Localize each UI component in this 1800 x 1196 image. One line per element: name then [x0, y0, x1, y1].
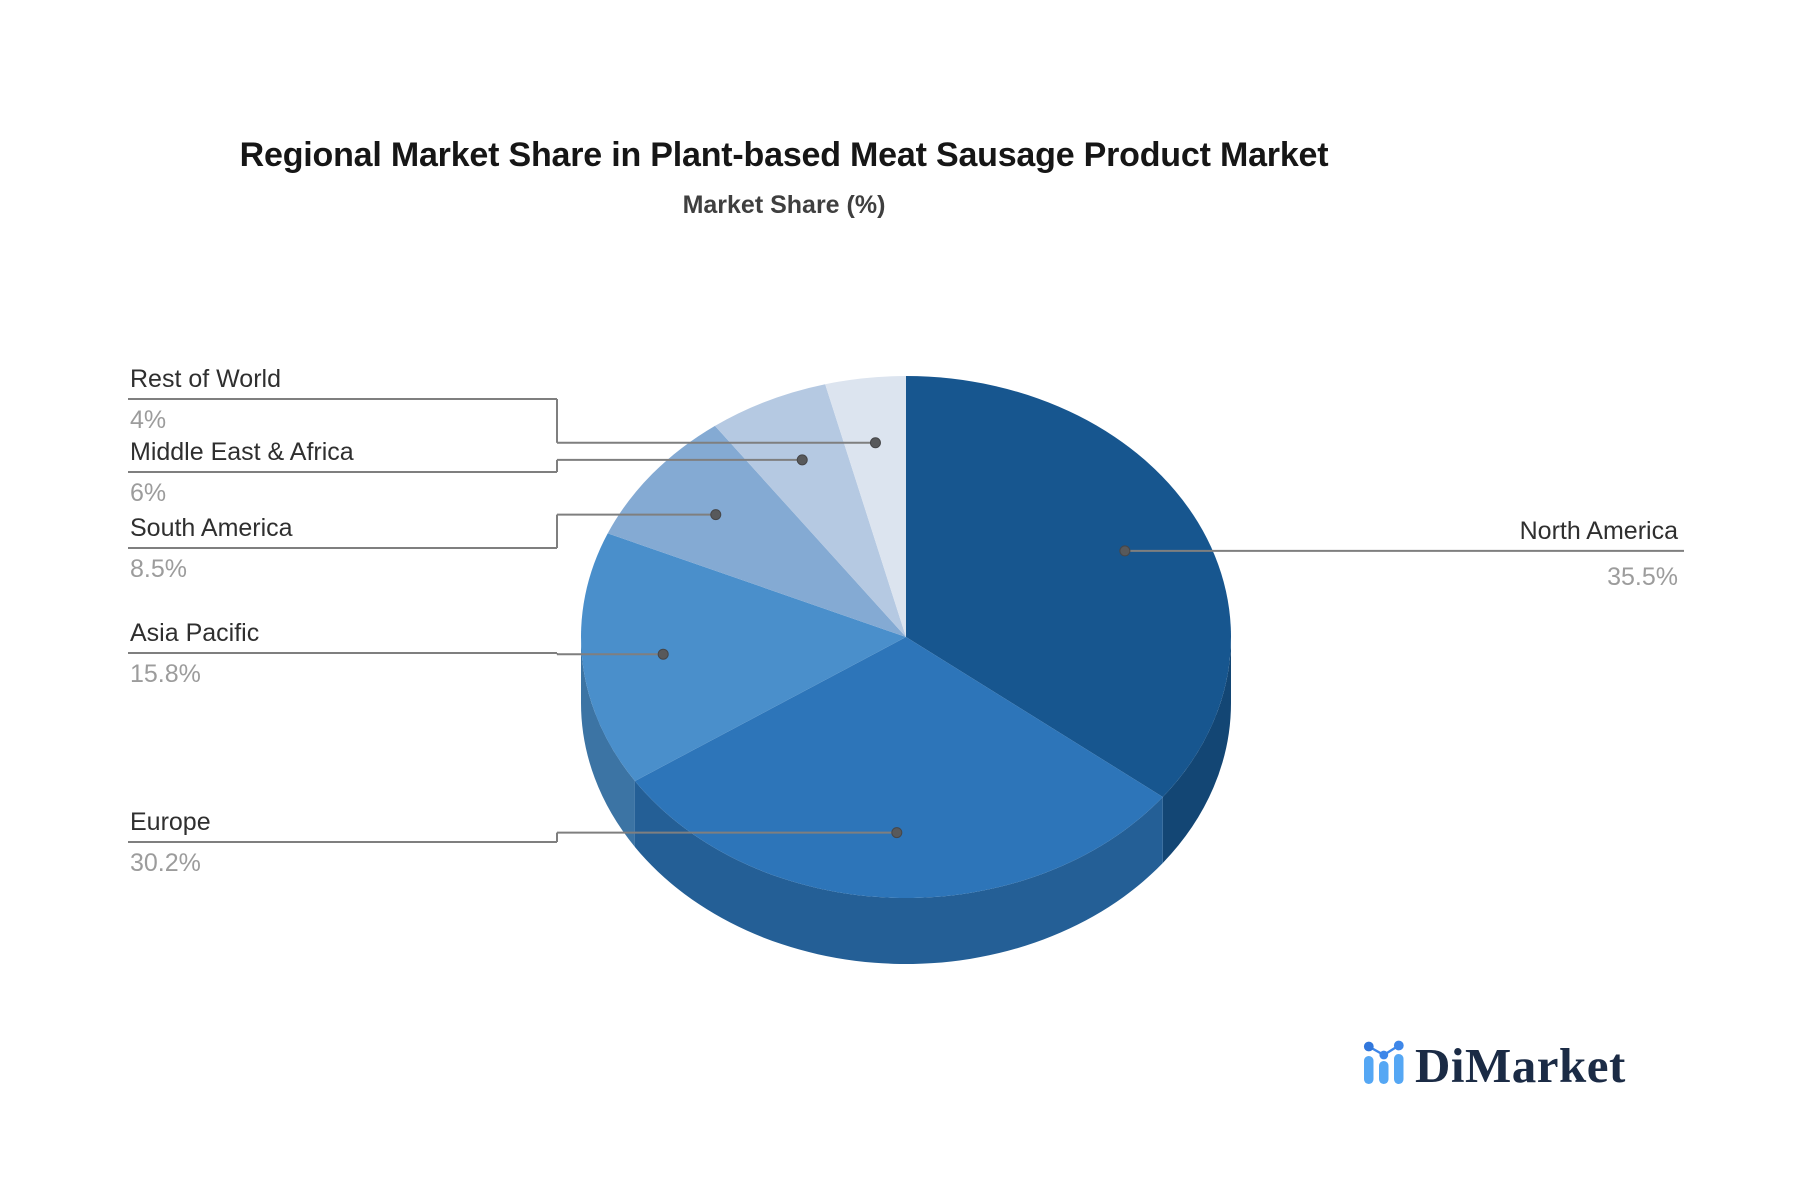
south-america-slice [607, 425, 906, 637]
slice-value-europe: 30.2% [130, 849, 201, 877]
slice-value-asia-pacific: 15.8% [130, 660, 201, 688]
asia-pacific-slice [581, 533, 906, 781]
rest-of-world-slice [825, 376, 906, 637]
slice-value-rest-of-world: 4% [130, 406, 167, 434]
slice-value-south-america: 8.5% [130, 555, 187, 583]
slice-value-middle-east-africa: 6% [130, 479, 167, 507]
asia-pacific-leader-dot [657, 648, 669, 660]
slice-label-europe: Europe [130, 808, 211, 836]
middle-east-africa-leader-dot [796, 454, 808, 466]
dimarket-logo [1360, 1040, 1410, 1092]
bar-chart-with-trend-line-icon [1363, 1040, 1404, 1084]
chart-title: Regional Market Share in Plant-based Mea… [239, 136, 1329, 174]
dimarket-logo-text: DiMarket [1415, 1038, 1626, 1093]
slice-label-asia-pacific: Asia Pacific [130, 619, 260, 647]
north-america-slice [906, 376, 1232, 797]
middle-east-africa-slice [714, 384, 906, 637]
chart-subtitle: Market Share (%) [682, 191, 886, 219]
north-america-slice-side [1162, 637, 1231, 863]
asia-pacific-slice-side [581, 637, 635, 847]
slice-label-middle-east-africa: Middle East & Africa [130, 438, 354, 466]
slice-label-rest-of-world: Rest of World [130, 365, 281, 393]
europe-leader-dot [891, 827, 903, 839]
slice-label-north-america: North America [1519, 516, 1678, 545]
slice-value-north-america: 35.5% [1607, 562, 1678, 591]
rest-of-world-leader-dot [869, 437, 881, 449]
europe-slice-side [634, 780, 1163, 965]
south-america-leader-dot [710, 509, 722, 521]
north-america-leader-dot [1119, 545, 1131, 557]
slice-label-south-america: South America [130, 514, 293, 542]
